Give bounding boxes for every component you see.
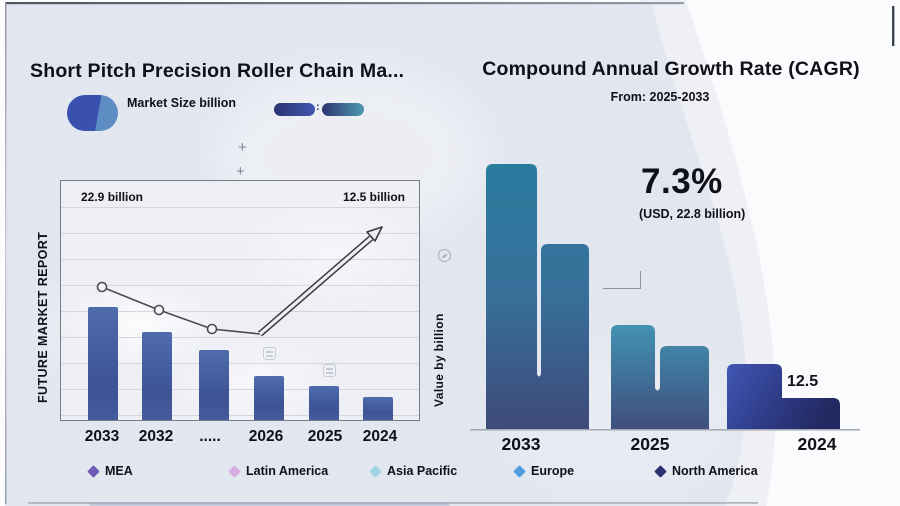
market-size-bar-2026	[254, 376, 284, 420]
market-size-label: Market Size billion	[127, 96, 237, 110]
cagr-detail: (USD, 22.8 billion)	[639, 207, 746, 221]
legend-label: Asia Pacific	[387, 464, 458, 478]
gridline	[61, 207, 419, 208]
gridline	[61, 311, 419, 312]
market-size-bar-2024	[363, 397, 393, 420]
legend-label: North America	[672, 464, 758, 478]
legend-item-asia-pacific: Asia Pacific	[369, 464, 458, 478]
legend-diamond-icon	[513, 464, 526, 478]
legend-item-north-america: North America	[654, 464, 758, 478]
market-size-bar-2033	[88, 307, 118, 420]
right-chart-x-axis: 2033 2025 2024	[470, 434, 860, 456]
cagr-bar-chart	[470, 164, 860, 431]
cagr-x-axis-label-2024: 2024	[797, 434, 837, 454]
legend-diamond-icon	[228, 464, 241, 478]
gridline	[61, 259, 419, 260]
ratio-pill-left-icon	[274, 103, 315, 116]
legend-label: Europe	[531, 464, 575, 478]
chart-annotation-right: 12.5 billion	[342, 190, 405, 204]
right-chart-title: Compound Annual Growth Rate (CAGR)	[482, 58, 860, 80]
x-axis-label-2024: 2024	[362, 428, 398, 445]
market-size-capsule-icon	[67, 95, 118, 131]
gridline	[61, 233, 419, 234]
cagr-value: 7.3%	[641, 162, 723, 201]
market-size-bar-2025	[309, 386, 339, 420]
clock-watermark-icon	[438, 249, 451, 262]
x-axis-label-2032: 2032	[138, 428, 174, 445]
legend-diamond-icon	[369, 464, 382, 478]
market-size-bar-2032	[142, 332, 172, 420]
gridline	[61, 363, 419, 364]
cagr-x-axis-label-2033: 2033	[501, 434, 541, 454]
market-size-bar-.....	[199, 350, 229, 420]
gridline	[61, 285, 419, 286]
legend-item-latin-america: Latin America	[228, 464, 329, 478]
bar-annotation-12-5: 12.5	[787, 373, 819, 390]
ratio-pill-right-icon	[322, 103, 364, 116]
cagr-x-axis-label-2025: 2025	[630, 434, 670, 454]
market-size-bar-chart: 22.9 billion 12.5 billion	[60, 180, 420, 421]
right-chart-subtitle: From: 2025-2033	[610, 90, 710, 104]
legend-diamond-icon	[654, 464, 667, 478]
trend-line-and-arrow	[96, 226, 383, 337]
chart-annotation-left: 22.9 billion	[81, 190, 144, 204]
future-market-report-watermark: FUTURE MARKET REPORT	[36, 231, 50, 404]
gridline	[61, 389, 419, 390]
x-axis-label-2025: 2025	[307, 428, 343, 445]
plus-mark-icon: +	[238, 139, 247, 156]
callout-line-horizontal	[603, 288, 641, 290]
plus-mark-icon: +	[236, 163, 245, 180]
legend-label: MEA	[105, 464, 133, 478]
gridline	[61, 415, 419, 416]
x-axis-label-2026: 2026	[248, 428, 284, 445]
legend-diamond-icon	[87, 464, 100, 478]
ratio-colon: :	[316, 101, 320, 113]
left-chart-x-axis: 2033 2032..... 2026 2025 2024	[60, 428, 420, 448]
x-axis-label-2033: 2033	[84, 428, 120, 445]
legend-label: Latin America	[246, 464, 329, 478]
legend-item-mea: MEA	[87, 464, 133, 478]
left-chart-title: Short Pitch Precision Roller Chain Ma...	[30, 60, 405, 82]
callout-line-vertical	[640, 271, 642, 289]
table-watermark-icon	[323, 364, 336, 377]
legend-item-europe: Europe	[513, 464, 575, 478]
gridline	[61, 337, 419, 338]
table-watermark-icon	[263, 347, 276, 360]
x-axis-label-dotdotdotdotdot: .....	[199, 428, 221, 445]
value-axis-label: Value by billion	[432, 313, 446, 407]
